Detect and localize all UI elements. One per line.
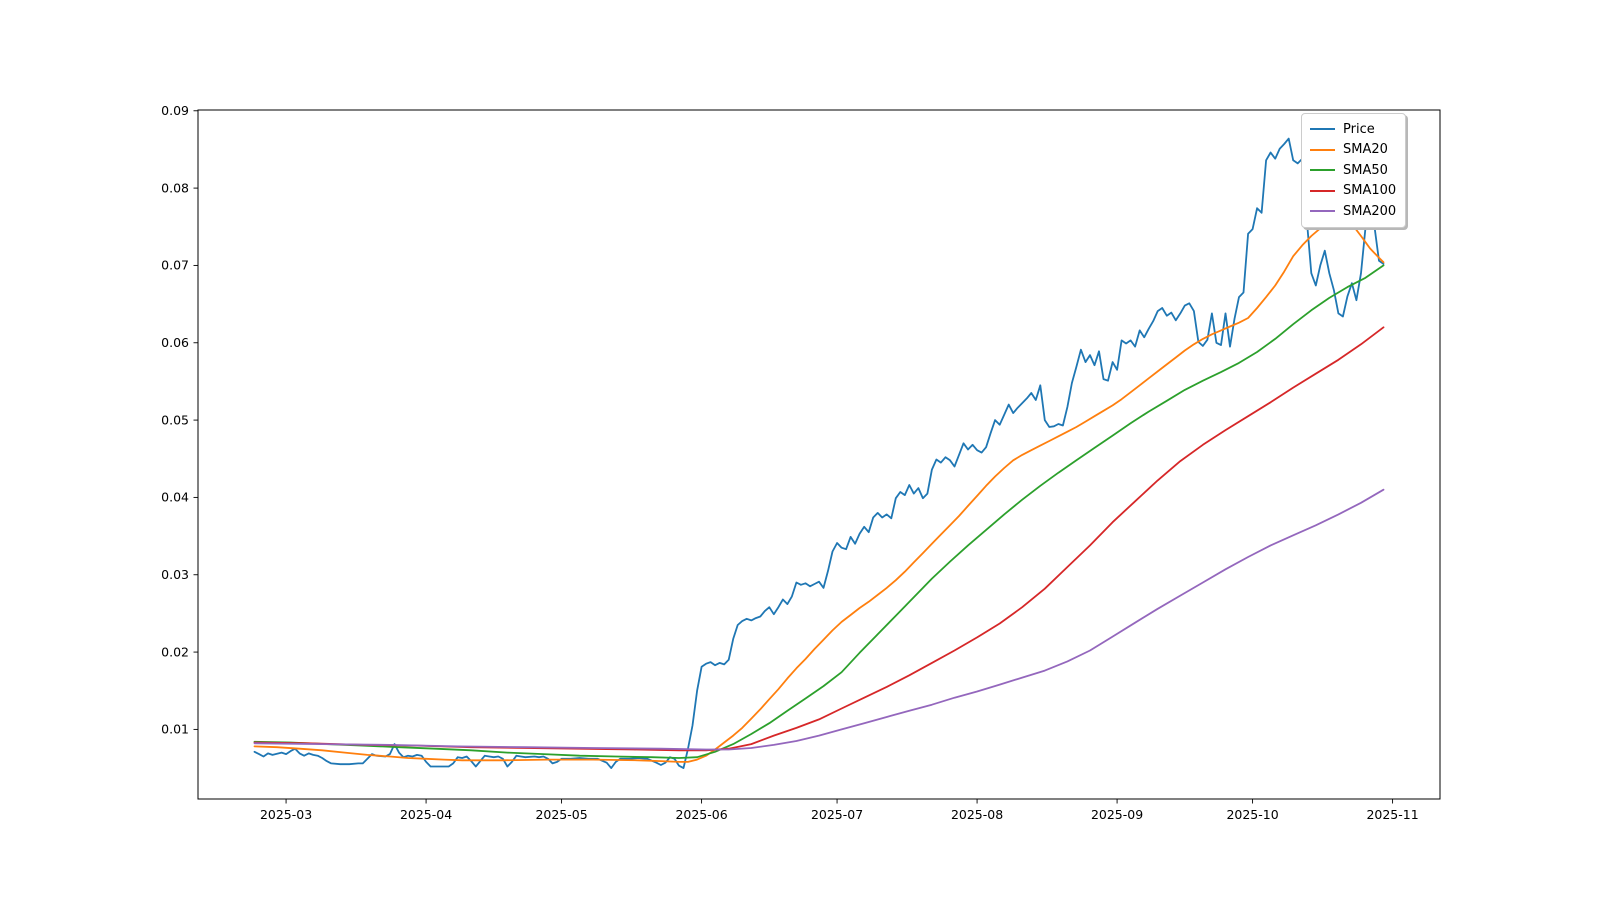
- legend-line-swatch-sma100: [1310, 189, 1335, 192]
- series-line-sma200: [253, 488, 1385, 751]
- x-tick-label: 2025-08: [951, 807, 1003, 822]
- x-tick-label: 2025-07: [811, 807, 863, 822]
- y-tick-label: 0.06: [161, 335, 189, 350]
- legend-item-sma200: SMA200: [1310, 201, 1396, 222]
- x-tick-label: 2025-04: [400, 807, 452, 822]
- series-line-sma50: [253, 264, 1385, 759]
- y-tick-label: 0.02: [161, 644, 189, 659]
- legend-label-sma50: SMA50: [1343, 162, 1388, 178]
- legend-label-sma200: SMA200: [1343, 203, 1397, 219]
- y-tick-label: 0.04: [161, 490, 189, 505]
- y-tick-label: 0.08: [161, 180, 189, 195]
- legend-line-swatch-sma20: [1310, 148, 1335, 151]
- legend-label-sma100: SMA100: [1343, 183, 1397, 199]
- series-line-sma100: [253, 326, 1385, 752]
- x-tick-label: 2025-09: [1091, 807, 1143, 822]
- legend-label-price: Price: [1343, 121, 1375, 137]
- x-tick-label: 2025-10: [1226, 807, 1278, 822]
- x-tick-label: 2025-03: [260, 807, 312, 822]
- x-tick-label: 2025-11: [1366, 807, 1418, 822]
- legend-line-swatch-sma200: [1310, 210, 1335, 213]
- legend-line-swatch-price: [1310, 128, 1335, 131]
- legend-item-sma50: SMA50: [1310, 160, 1396, 181]
- y-tick-label: 0.01: [161, 722, 189, 737]
- legend-item-sma100: SMA100: [1310, 181, 1396, 202]
- y-tick-label: 0.09: [161, 103, 189, 118]
- x-tick-label: 2025-05: [535, 807, 587, 822]
- legend-item-sma20: SMA20: [1310, 140, 1396, 161]
- axes-spines: [197, 109, 1441, 800]
- x-tick-label: 2025-06: [675, 807, 727, 822]
- y-tick-label: 0.05: [161, 412, 189, 427]
- series-line-price: [253, 137, 1385, 769]
- legend-line-swatch-sma50: [1310, 169, 1335, 172]
- legend-label-sma20: SMA20: [1343, 142, 1388, 158]
- series-line-sma20: [253, 218, 1385, 763]
- y-tick-label: 0.03: [161, 567, 189, 582]
- legend: Price SMA20 SMA50 SMA100 SMA200: [1301, 113, 1407, 228]
- y-tick-label: 0.07: [161, 258, 189, 273]
- legend-item-price: Price: [1310, 119, 1396, 140]
